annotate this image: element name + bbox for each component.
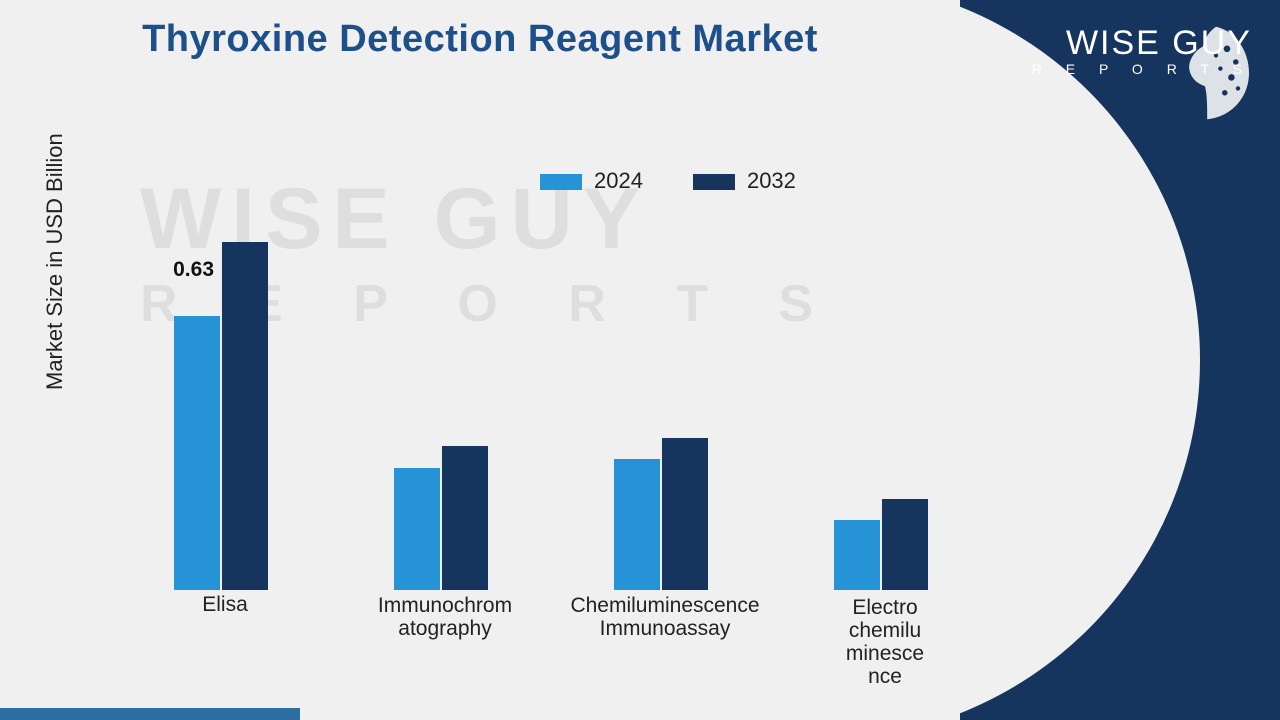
bar-2032 — [662, 438, 708, 590]
bar-2032 — [882, 499, 928, 590]
category-label: Elisa — [135, 593, 315, 616]
legend-swatch — [693, 174, 735, 190]
chart-title: Thyroxine Detection Reagent Market — [0, 18, 960, 61]
legend-swatch — [540, 174, 582, 190]
brand-line2: R E P O R T S — [1032, 61, 1252, 77]
bar-2024 — [394, 468, 440, 590]
bar-group: Immunochrom atography — [360, 220, 530, 590]
bar-2024 — [174, 316, 220, 590]
bar-group: Electro chemilu minesce nce — [800, 220, 970, 590]
bar-2032 — [222, 242, 268, 590]
footer-accent-bar — [0, 708, 300, 720]
chart-card: WISE GUYR E P O R T S Thyroxine Detectio… — [0, 0, 1280, 720]
y-axis-label: Market Size in USD Billion — [42, 133, 68, 390]
bar-value-label: 0.63 — [134, 258, 214, 282]
bar-group: Chemiluminescence Immunoassay — [580, 220, 750, 590]
bar-2024 — [614, 459, 660, 590]
brand-logo-text: WISE GUY R E P O R T S — [1032, 24, 1252, 77]
bar-2024 — [834, 520, 880, 590]
bar-plot-area: ElisaImmunochrom atographyChemiluminesce… — [100, 190, 940, 590]
category-label: Immunochrom atography — [355, 594, 535, 640]
brand-line1: WISE GUY — [1032, 24, 1252, 63]
category-label: Chemiluminescence Immunoassay — [560, 594, 770, 640]
bar-2032 — [442, 446, 488, 590]
category-label: Electro chemilu minesce nce — [830, 596, 940, 688]
